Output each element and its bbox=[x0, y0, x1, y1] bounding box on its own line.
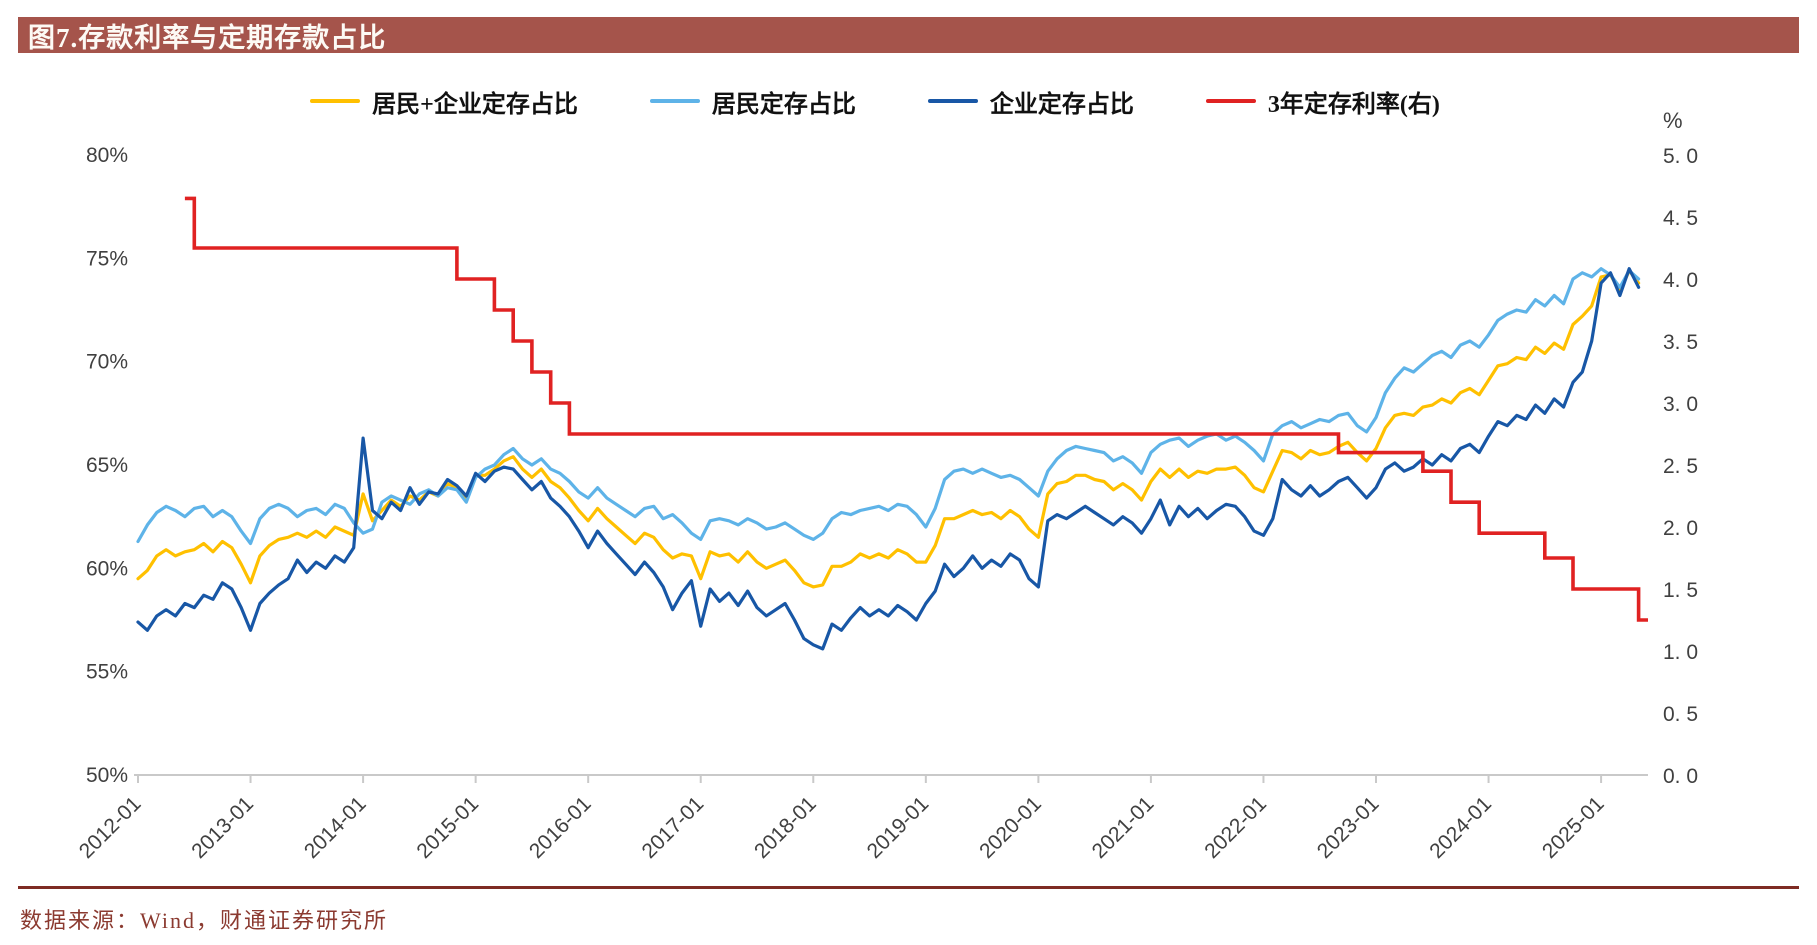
x-axis-tick-label: 2024-01 bbox=[1425, 792, 1496, 863]
left-axis-tick-label: 75% bbox=[86, 247, 128, 270]
x-axis-tick-label: 2017-01 bbox=[638, 792, 709, 863]
figure-title-bar: 图7.存款利率与定期存款占比 bbox=[18, 17, 1799, 53]
legend-label: 企业定存占比 bbox=[989, 91, 1134, 118]
x-axis-tick-label: 2019-01 bbox=[863, 792, 934, 863]
x-axis-tick-label: 2015-01 bbox=[412, 792, 483, 863]
right-axis-tick-label: 2. 0 bbox=[1663, 517, 1698, 540]
left-axis-tick-label: 65% bbox=[86, 454, 128, 477]
x-axis-tick-label: 2025-01 bbox=[1538, 792, 1609, 863]
x-axis-tick-label: 2022-01 bbox=[1200, 792, 1271, 863]
x-axis-tick-label: 2018-01 bbox=[750, 792, 821, 863]
x-axis-tick-label: 2016-01 bbox=[525, 792, 596, 863]
right-axis-unit-label: % bbox=[1663, 108, 1683, 133]
right-axis-tick-label: 5. 0 bbox=[1663, 145, 1698, 168]
x-axis-tick-label: 2021-01 bbox=[1088, 792, 1159, 863]
x-axis-tick-label: 2023-01 bbox=[1313, 792, 1384, 863]
series-line-企业定存占比[interactable] bbox=[136, 267, 1641, 651]
legend-item-total[interactable]: 居民+企业定存占比 bbox=[310, 84, 578, 119]
left-axis-tick-label: 55% bbox=[86, 661, 128, 684]
left-axis-tick-label: 70% bbox=[86, 351, 128, 374]
x-axis-tick-label: 2020-01 bbox=[975, 792, 1046, 863]
right-axis-tick-label: 1. 5 bbox=[1663, 579, 1698, 602]
legend-swatch-rate-line bbox=[1205, 99, 1256, 103]
legend-label: 居民+企业定存占比 bbox=[372, 91, 578, 118]
series-line-居民定存占比[interactable] bbox=[136, 267, 1641, 546]
x-axis-tick-label: 2014-01 bbox=[300, 792, 371, 863]
right-axis-tick-label: 4. 0 bbox=[1663, 269, 1698, 292]
series-group bbox=[136, 196, 1648, 651]
x-axis-tick-label: 2013-01 bbox=[187, 792, 258, 863]
chart-legend: 居民+企业定存占比 居民定存占比 企业定存占比 3年定存利率(右) bbox=[150, 84, 1600, 118]
footer-divider bbox=[18, 886, 1799, 889]
legend-label: 3年定存利率(右) bbox=[1267, 91, 1440, 118]
legend-swatch-household-line bbox=[649, 99, 700, 103]
axes-group: 80% 75% 70% 65% 60% 55% 50%% 5. 0 4. 5 4. 0 3. 5 3.… bbox=[75, 108, 1698, 863]
legend-label: 居民定存占比 bbox=[711, 91, 856, 118]
figure-title: 图7.存款利率与定期存款占比 bbox=[28, 22, 387, 53]
x-axis-tick-label: 2012-01 bbox=[75, 792, 146, 863]
right-axis-tick-label: 0. 5 bbox=[1663, 703, 1698, 726]
legend-item-rate[interactable]: 3年定存利率(右) bbox=[1205, 84, 1440, 119]
left-axis-tick-label: 80% bbox=[86, 144, 128, 167]
data-source-note: 数据来源：Wind，财通证券研究所 bbox=[20, 908, 388, 933]
right-axis-tick-label: 2. 5 bbox=[1663, 455, 1698, 478]
legend-item-household[interactable]: 居民定存占比 bbox=[649, 84, 856, 119]
legend-swatch-corporate-line bbox=[927, 99, 978, 103]
legend-item-corporate[interactable]: 企业定存占比 bbox=[927, 84, 1134, 119]
right-axis-tick-label: 1. 0 bbox=[1663, 641, 1698, 664]
left-axis-tick-label: 50% bbox=[86, 764, 128, 787]
series-line-居民+企业定存占比[interactable] bbox=[136, 269, 1641, 589]
series-line-3年定存利率(右)[interactable] bbox=[184, 196, 1648, 622]
legend-swatch-total-line bbox=[310, 99, 361, 103]
left-axis-tick-label: 60% bbox=[86, 557, 128, 580]
right-axis-tick-label: 3. 5 bbox=[1663, 331, 1698, 354]
right-axis-tick-label: 3. 0 bbox=[1663, 393, 1698, 416]
right-axis-tick-label: 0. 0 bbox=[1663, 765, 1698, 788]
right-axis-tick-label: 4. 5 bbox=[1663, 207, 1698, 230]
